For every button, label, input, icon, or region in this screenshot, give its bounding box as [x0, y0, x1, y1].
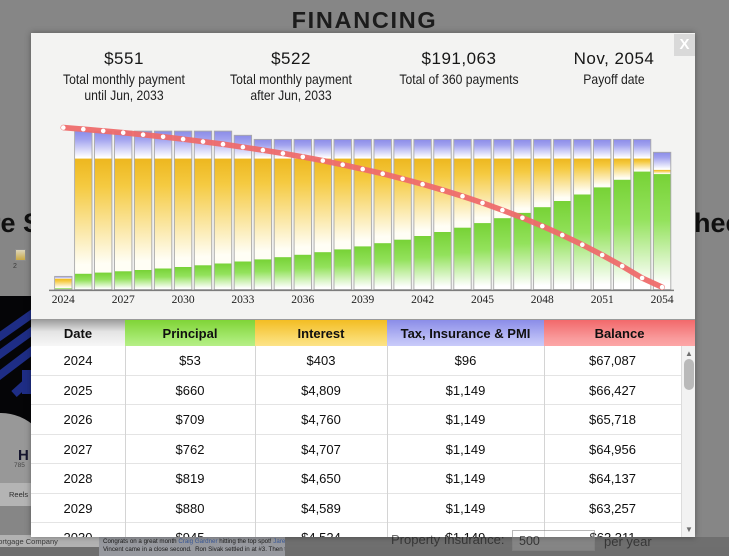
- svg-text:2027: 2027: [112, 294, 135, 306]
- svg-text:2045: 2045: [471, 294, 494, 306]
- svg-text:2051: 2051: [591, 294, 614, 306]
- svg-text:2030: 2030: [172, 294, 195, 306]
- svg-text:2054: 2054: [651, 294, 674, 306]
- svg-text:2039: 2039: [351, 294, 374, 306]
- svg-text:785: 785: [14, 462, 25, 469]
- svg-text:2036: 2036: [291, 294, 314, 306]
- svg-text:2042: 2042: [411, 294, 434, 306]
- svg-text:H: H: [18, 447, 29, 464]
- svg-text:2024: 2024: [52, 294, 75, 306]
- svg-text:2048: 2048: [531, 294, 554, 306]
- svg-text:2033: 2033: [231, 294, 254, 306]
